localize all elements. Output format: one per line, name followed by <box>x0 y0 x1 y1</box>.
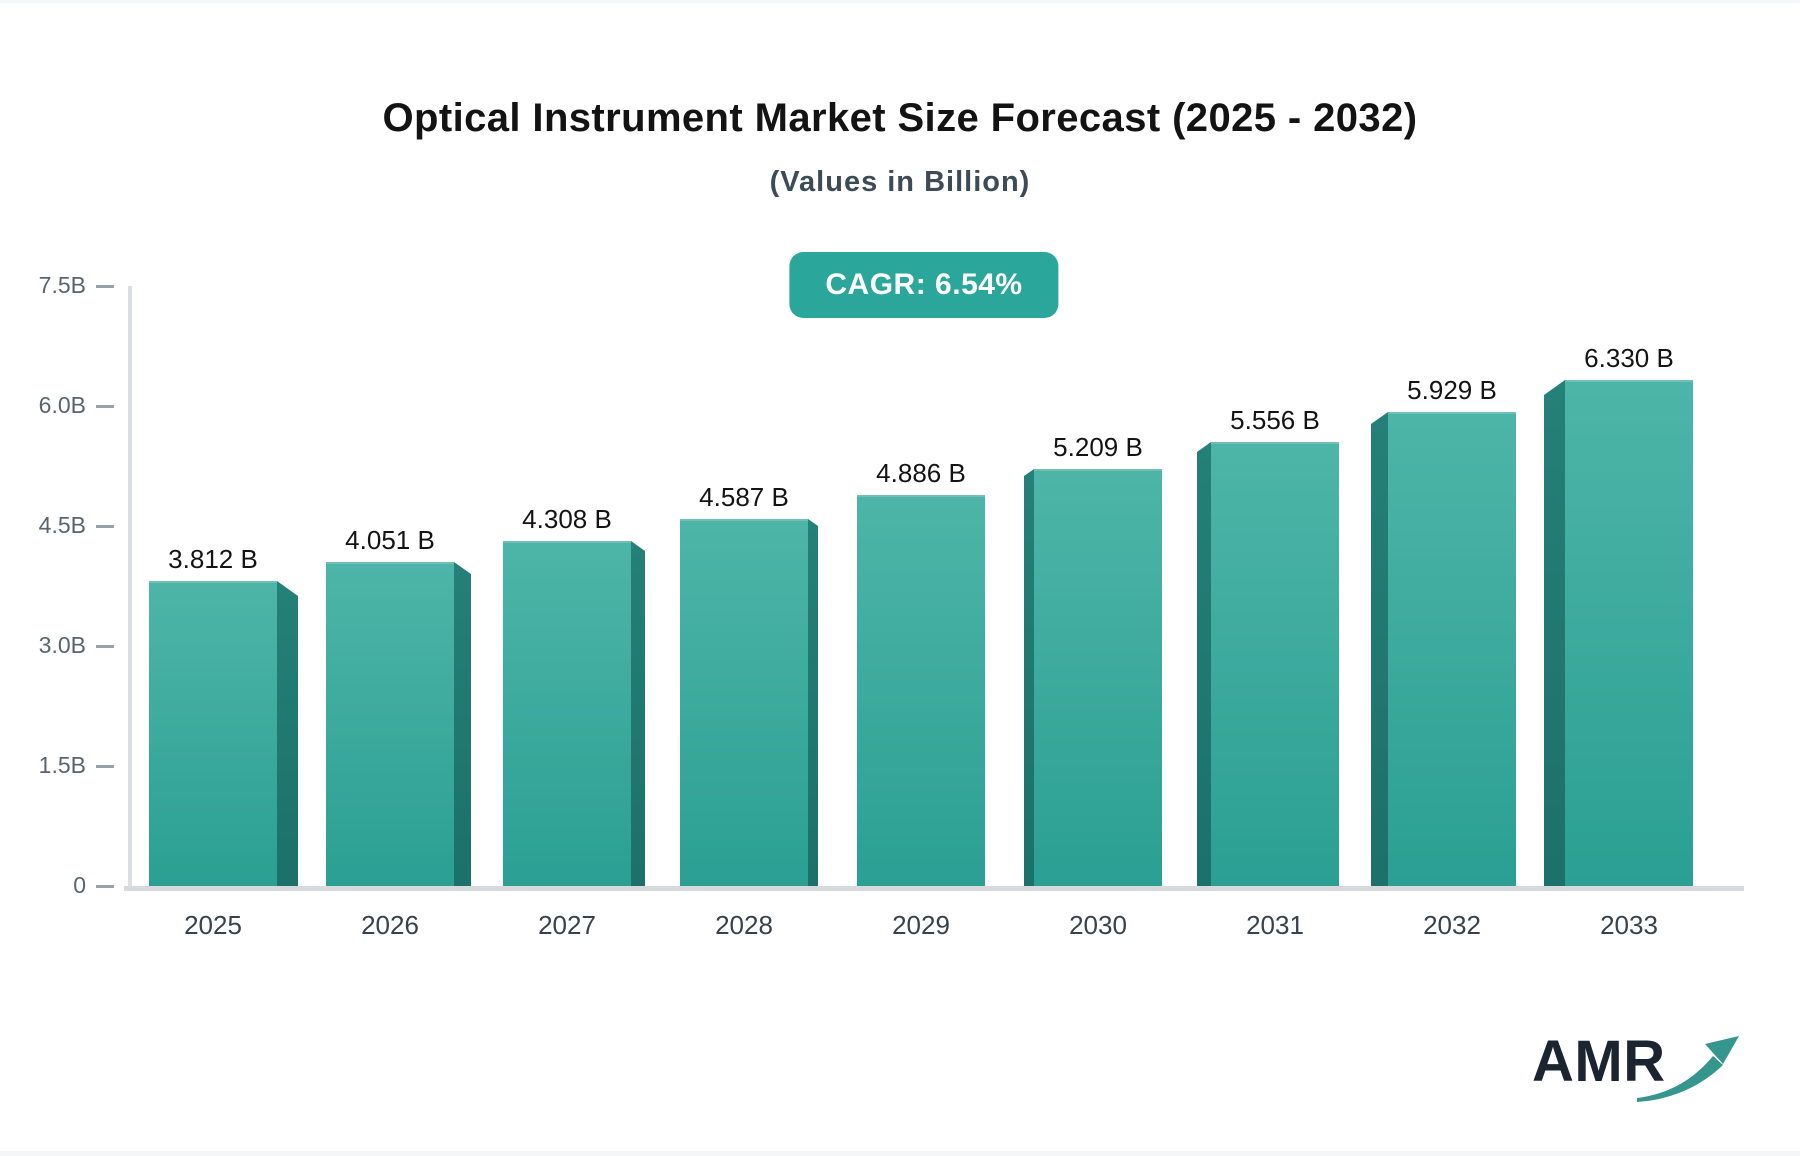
y-axis-tick-label: 3.0B <box>38 632 86 658</box>
bottom-edge-strip <box>0 1151 1800 1156</box>
bar-side-facet-2030 <box>1024 469 1034 886</box>
x-axis-label-2033: 2033 <box>1600 910 1658 940</box>
bar-2026 <box>326 562 454 886</box>
bar-value-label-2029: 4.886 B <box>876 458 966 488</box>
y-axis-tick-mark <box>96 405 114 408</box>
amr-logo: AMR <box>1532 1028 1762 1118</box>
top-edge-strip <box>0 0 1800 3</box>
bar-value-label-2030: 5.209 B <box>1053 432 1143 462</box>
bar-side-facet-2028 <box>808 519 818 886</box>
bar-2029 <box>857 495 985 886</box>
x-axis-label-2026: 2026 <box>361 910 419 940</box>
y-axis-tick-mark <box>96 645 114 648</box>
x-axis-label-2028: 2028 <box>715 910 773 940</box>
bar-value-label-2025: 3.812 B <box>168 544 258 574</box>
x-axis-label-2031: 2031 <box>1246 910 1304 940</box>
x-axis-label-2029: 2029 <box>892 910 950 940</box>
x-axis-label-2025: 2025 <box>184 910 242 940</box>
bar-side-facet-2026 <box>454 562 471 886</box>
bar-value-label-2032: 5.929 B <box>1407 375 1497 405</box>
bar-side-facet-2031 <box>1197 442 1211 886</box>
bar-value-label-2031: 5.556 B <box>1230 405 1320 435</box>
bar-value-label-2028: 4.587 B <box>699 482 789 512</box>
bar-2032 <box>1388 412 1516 886</box>
y-axis-tick-mark <box>96 525 114 528</box>
y-axis-tick-mark <box>96 885 114 888</box>
bar-side-facet-2027 <box>631 541 645 886</box>
chart-title: Optical Instrument Market Size Forecast … <box>382 96 1418 140</box>
x-axis-baseline <box>124 886 1744 891</box>
chart-subtitle: (Values in Billion) <box>769 166 1031 198</box>
y-axis-line <box>128 286 132 891</box>
bar-side-facet-2025 <box>277 581 298 886</box>
y-axis-tick-label: 6.0B <box>38 392 86 418</box>
bar-value-label-2033: 6.330 B <box>1584 343 1674 373</box>
bar-side-facet-2033 <box>1544 380 1565 886</box>
bar-value-label-2027: 4.308 B <box>522 504 612 534</box>
cagr-badge: CAGR: 6.54% <box>789 252 1059 318</box>
bar-value-label-2026: 4.051 B <box>345 525 435 555</box>
y-axis-tick-mark <box>96 285 114 288</box>
y-axis-tick-label: 4.5B <box>38 512 86 538</box>
x-axis-label-2030: 2030 <box>1069 910 1127 940</box>
growth-arrow-icon <box>1637 1036 1739 1102</box>
bar-side-facet-2032 <box>1371 412 1388 886</box>
bar-2033 <box>1565 380 1693 886</box>
amr-logo-text: AMR <box>1532 1029 1666 1094</box>
bar-2027 <box>503 541 631 886</box>
y-axis-tick-label: 0 <box>73 872 86 898</box>
bar-2025 <box>149 581 277 886</box>
y-axis-tick-label: 7.5B <box>38 272 86 298</box>
y-axis-tick-mark <box>96 765 114 768</box>
bar-2030 <box>1034 469 1162 886</box>
bar-2028 <box>680 519 808 886</box>
y-axis-tick-label: 1.5B <box>38 752 86 778</box>
bar-2031 <box>1211 442 1339 886</box>
x-axis-label-2027: 2027 <box>538 910 596 940</box>
x-axis-label-2032: 2032 <box>1423 910 1481 940</box>
